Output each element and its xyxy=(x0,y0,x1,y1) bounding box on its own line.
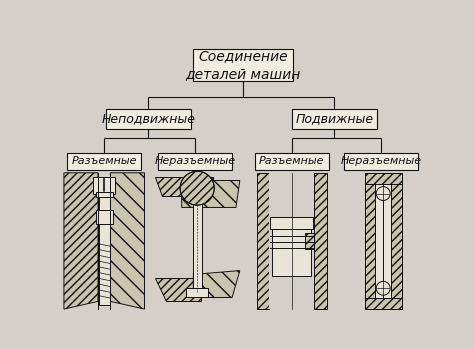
FancyBboxPatch shape xyxy=(158,153,232,170)
Text: Разъемные: Разъемные xyxy=(72,156,137,166)
FancyBboxPatch shape xyxy=(99,194,109,305)
FancyBboxPatch shape xyxy=(269,173,314,309)
Text: Подвижные: Подвижные xyxy=(295,112,374,125)
FancyBboxPatch shape xyxy=(93,177,115,194)
FancyBboxPatch shape xyxy=(192,187,202,292)
Text: Неразъемные: Неразъемные xyxy=(340,156,421,166)
FancyBboxPatch shape xyxy=(270,217,313,229)
Polygon shape xyxy=(155,278,201,302)
Text: Неподвижные: Неподвижные xyxy=(101,112,195,125)
Text: Соединение
деталей машин: Соединение деталей машин xyxy=(185,49,301,81)
Polygon shape xyxy=(155,177,213,196)
FancyBboxPatch shape xyxy=(192,49,293,81)
Polygon shape xyxy=(110,173,145,309)
Circle shape xyxy=(180,171,214,205)
FancyBboxPatch shape xyxy=(365,173,402,184)
FancyBboxPatch shape xyxy=(365,298,402,309)
FancyBboxPatch shape xyxy=(186,288,208,297)
FancyBboxPatch shape xyxy=(391,173,402,309)
FancyBboxPatch shape xyxy=(273,229,311,276)
Polygon shape xyxy=(64,173,98,309)
FancyBboxPatch shape xyxy=(67,153,141,170)
Circle shape xyxy=(376,281,390,295)
Polygon shape xyxy=(193,270,240,297)
Text: Неразъемные: Неразъемные xyxy=(155,156,236,166)
FancyBboxPatch shape xyxy=(106,109,191,129)
Circle shape xyxy=(376,187,390,200)
FancyBboxPatch shape xyxy=(255,153,328,170)
FancyBboxPatch shape xyxy=(383,173,391,309)
FancyBboxPatch shape xyxy=(257,173,269,309)
FancyBboxPatch shape xyxy=(96,210,113,224)
FancyBboxPatch shape xyxy=(365,173,375,309)
FancyBboxPatch shape xyxy=(96,192,113,196)
FancyBboxPatch shape xyxy=(375,173,383,309)
Polygon shape xyxy=(182,180,240,207)
FancyBboxPatch shape xyxy=(305,233,314,248)
FancyBboxPatch shape xyxy=(292,109,377,129)
Text: Разъемные: Разъемные xyxy=(259,156,325,166)
FancyBboxPatch shape xyxy=(314,173,327,309)
FancyBboxPatch shape xyxy=(344,153,418,170)
